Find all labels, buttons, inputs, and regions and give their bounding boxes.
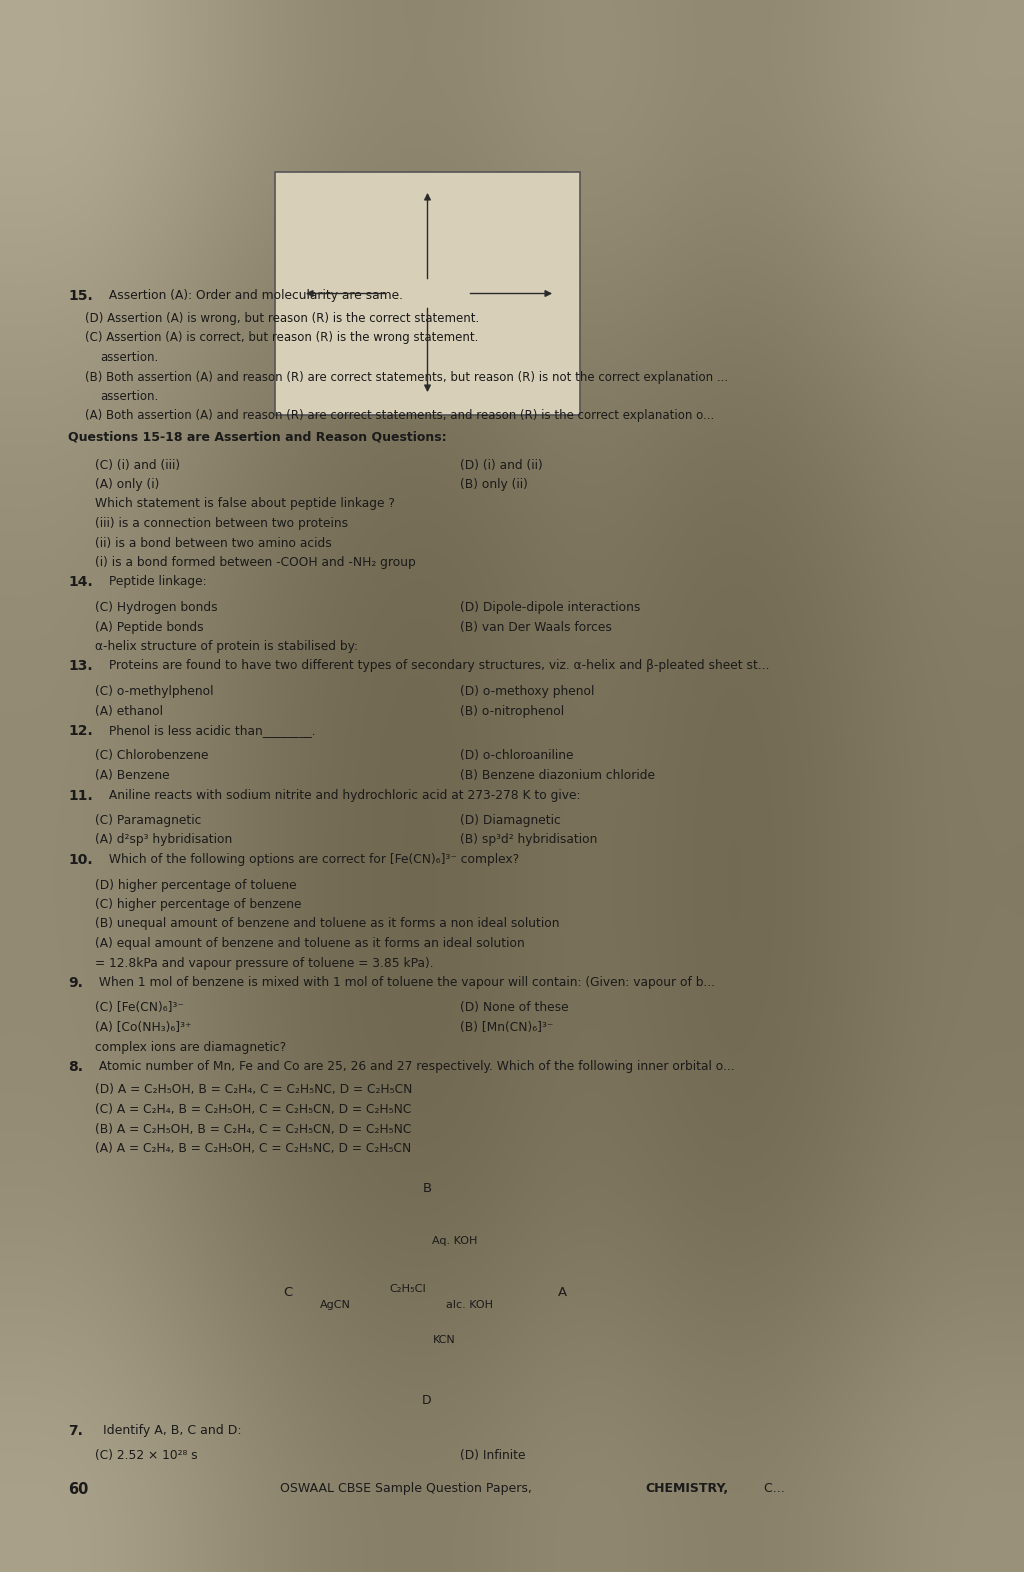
Text: (D) Diamagnetic: (D) Diamagnetic	[460, 814, 561, 827]
Text: (C) higher percentage of benzene: (C) higher percentage of benzene	[95, 898, 301, 912]
Text: (C) o-methylphenol: (C) o-methylphenol	[95, 685, 213, 698]
Text: Which of the following options are correct for [Fe(CN)₆]³⁻ complex?: Which of the following options are corre…	[105, 854, 519, 866]
Text: (A) Both assertion (A) and reason (R) are correct statements, and reason (R) is : (A) Both assertion (A) and reason (R) ar…	[85, 409, 715, 423]
Text: (D) Dipole-dipole interactions: (D) Dipole-dipole interactions	[460, 601, 640, 615]
Text: Atomic number of Mn, Fe and Co are 25, 26 and 27 respectively. Which of the foll: Atomic number of Mn, Fe and Co are 25, 2…	[95, 1060, 734, 1074]
Text: assertion.: assertion.	[100, 351, 159, 365]
Text: (D) o-chloroaniline: (D) o-chloroaniline	[460, 750, 573, 762]
Text: (D) (i) and (ii): (D) (i) and (ii)	[460, 459, 543, 472]
Text: 15.: 15.	[68, 289, 93, 302]
Text: Proteins are found to have two different types of secondary structures, viz. α-h: Proteins are found to have two different…	[105, 660, 769, 673]
Text: 8.: 8.	[68, 1060, 83, 1074]
Text: A: A	[558, 1286, 567, 1300]
Text: Peptide linkage:: Peptide linkage:	[105, 575, 207, 588]
Text: (C) A = C₂H₄, B = C₂H₅OH, C = C₂H₅CN, D = C₂H₅NC: (C) A = C₂H₄, B = C₂H₅OH, C = C₂H₅CN, D …	[95, 1104, 412, 1116]
Text: Questions 15-18 are Assertion and Reason Questions:: Questions 15-18 are Assertion and Reason…	[68, 431, 446, 443]
Text: (B) [Mn(CN)₆]³⁻: (B) [Mn(CN)₆]³⁻	[460, 1020, 553, 1034]
Text: (A) only (i): (A) only (i)	[95, 478, 160, 490]
Text: (B) A = C₂H₅OH, B = C₂H₄, C = C₂H₅CN, D = C₂H₅NC: (B) A = C₂H₅OH, B = C₂H₄, C = C₂H₅CN, D …	[95, 1122, 412, 1135]
Text: (D) Assertion (A) is wrong, but reason (R) is the correct statement.: (D) Assertion (A) is wrong, but reason (…	[85, 311, 479, 325]
Text: (B) only (ii): (B) only (ii)	[460, 478, 528, 490]
Text: (A) A = C₂H₄, B = C₂H₅OH, C = C₂H₅NC, D = C₂H₅CN: (A) A = C₂H₄, B = C₂H₅OH, C = C₂H₅NC, D …	[95, 1141, 412, 1155]
Text: (A) d²sp³ hybridisation: (A) d²sp³ hybridisation	[95, 833, 232, 846]
Text: (C) Chlorobenzene: (C) Chlorobenzene	[95, 750, 209, 762]
Text: (C) (i) and (iii): (C) (i) and (iii)	[95, 459, 180, 472]
Text: 7.: 7.	[68, 1424, 83, 1438]
Text: D: D	[422, 1394, 431, 1407]
Text: (D) A = C₂H₅OH, B = C₂H₄, C = C₂H₅NC, D = C₂H₅CN: (D) A = C₂H₅OH, B = C₂H₄, C = C₂H₅NC, D …	[95, 1083, 413, 1097]
Text: (C) Assertion (A) is correct, but reason (R) is the wrong statement.: (C) Assertion (A) is correct, but reason…	[85, 332, 478, 344]
Text: OSWAAL CBSE Sample Question Papers,: OSWAAL CBSE Sample Question Papers,	[280, 1482, 536, 1495]
Text: CHEMISTRY,: CHEMISTRY,	[645, 1482, 728, 1495]
Text: Identify A, B, C and D:: Identify A, B, C and D:	[95, 1424, 242, 1437]
Text: 60: 60	[68, 1482, 88, 1497]
Text: (D) o-methoxy phenol: (D) o-methoxy phenol	[460, 685, 594, 698]
Text: Phenol is less acidic than________.: Phenol is less acidic than________.	[105, 725, 315, 737]
Text: C₂H₅Cl: C₂H₅Cl	[389, 1283, 426, 1294]
Text: = 12.8kPa and vapour pressure of toluene = 3.85 kPa).: = 12.8kPa and vapour pressure of toluene…	[95, 956, 433, 970]
Text: (ii) is a bond between two amino acids: (ii) is a bond between two amino acids	[95, 536, 332, 550]
Bar	[275, 171, 580, 415]
Text: 9.: 9.	[68, 976, 83, 990]
Text: (B) sp³d² hybridisation: (B) sp³d² hybridisation	[460, 833, 597, 846]
Text: (C) 2.52 × 10²⁸ s: (C) 2.52 × 10²⁸ s	[95, 1449, 198, 1462]
Text: α-helix structure of protein is stabilised by:: α-helix structure of protein is stabilis…	[95, 640, 358, 652]
Text: (A) ethanol: (A) ethanol	[95, 704, 163, 717]
Text: (B) unequal amount of benzene and toluene as it forms a non ideal solution: (B) unequal amount of benzene and toluen…	[95, 918, 559, 931]
Text: (A) equal amount of benzene and toluene as it forms an ideal solution: (A) equal amount of benzene and toluene …	[95, 937, 524, 949]
Text: 13.: 13.	[68, 660, 92, 673]
Text: (A) Benzene: (A) Benzene	[95, 769, 170, 781]
Text: When 1 mol of benzene is mixed with 1 mol of toluene the vapour will contain: (G: When 1 mol of benzene is mixed with 1 mo…	[95, 976, 715, 989]
Text: (C) Hydrogen bonds: (C) Hydrogen bonds	[95, 601, 218, 615]
Text: Which statement is false about peptide linkage ?: Which statement is false about peptide l…	[95, 497, 395, 511]
Text: (A) [Co(NH₃)₆]³⁺: (A) [Co(NH₃)₆]³⁺	[95, 1020, 191, 1034]
Text: Aq. KOH: Aq. KOH	[432, 1237, 478, 1247]
Text: 12.: 12.	[68, 725, 93, 737]
Text: (iii) is a connection between two proteins: (iii) is a connection between two protei…	[95, 517, 348, 530]
Text: KCN: KCN	[432, 1335, 456, 1346]
Text: (D) None of these: (D) None of these	[460, 1001, 568, 1014]
Text: (C) [Fe(CN)₆]³⁻: (C) [Fe(CN)₆]³⁻	[95, 1001, 184, 1014]
Text: Aniline reacts with sodium nitrite and hydrochloric acid at 273-278 K to give:: Aniline reacts with sodium nitrite and h…	[105, 789, 581, 802]
Text: C: C	[283, 1286, 292, 1300]
Text: B: B	[423, 1182, 432, 1195]
Text: (B) van Der Waals forces: (B) van Der Waals forces	[460, 621, 612, 634]
Text: (D) higher percentage of toluene: (D) higher percentage of toluene	[95, 879, 297, 891]
Text: (C) Paramagnetic: (C) Paramagnetic	[95, 814, 202, 827]
Text: (B) o-nitrophenol: (B) o-nitrophenol	[460, 704, 564, 717]
Text: (B) Both assertion (A) and reason (R) are correct statements, but reason (R) is : (B) Both assertion (A) and reason (R) ar…	[85, 371, 728, 384]
Text: 10.: 10.	[68, 854, 92, 868]
Text: (B) Benzene diazonium chloride: (B) Benzene diazonium chloride	[460, 769, 655, 781]
Text: C...: C...	[760, 1482, 784, 1495]
Text: Assertion (A): Order and molecularity are same.: Assertion (A): Order and molecularity ar…	[105, 289, 403, 302]
Text: complex ions are diamagnetic?: complex ions are diamagnetic?	[95, 1041, 286, 1053]
Text: (D) Infinite: (D) Infinite	[460, 1449, 525, 1462]
Text: assertion.: assertion.	[100, 390, 159, 402]
Text: 14.: 14.	[68, 575, 93, 590]
Text: 11.: 11.	[68, 789, 93, 802]
Text: (i) is a bond formed between -COOH and -NH₂ group: (i) is a bond formed between -COOH and -…	[95, 556, 416, 569]
Text: AgCN: AgCN	[319, 1300, 351, 1311]
Text: (A) Peptide bonds: (A) Peptide bonds	[95, 621, 204, 634]
Text: alc. KOH: alc. KOH	[445, 1300, 493, 1311]
